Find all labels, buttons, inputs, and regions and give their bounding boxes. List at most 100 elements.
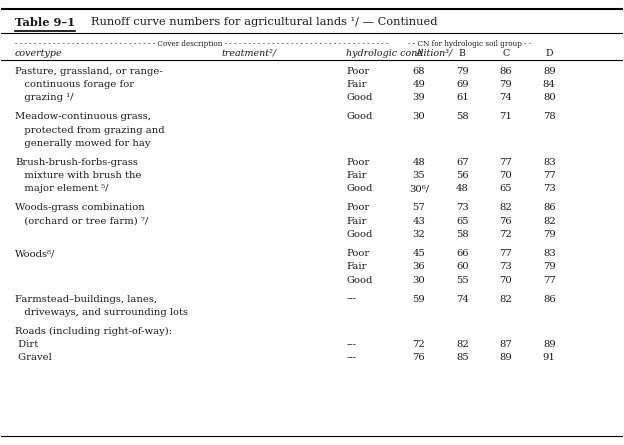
Text: - - CN for hydrologic soil group - -: - - CN for hydrologic soil group - -: [408, 40, 532, 48]
Text: 30: 30: [412, 113, 425, 121]
Text: Poor: Poor: [346, 249, 369, 258]
Text: Poor: Poor: [346, 158, 369, 167]
Text: 49: 49: [412, 80, 426, 89]
Text: 61: 61: [456, 93, 469, 102]
Text: Fair: Fair: [346, 262, 367, 271]
Text: 48: 48: [456, 185, 469, 194]
Text: 82: 82: [456, 340, 469, 349]
Text: Brush-brush-forbs-grass: Brush-brush-forbs-grass: [15, 158, 138, 167]
Text: 79: 79: [543, 230, 556, 239]
Text: 86: 86: [543, 203, 555, 212]
Text: 82: 82: [499, 203, 512, 212]
Text: Woods-grass combination: Woods-grass combination: [15, 203, 145, 212]
Text: 73: 73: [543, 185, 556, 194]
Text: 48: 48: [412, 158, 426, 167]
Text: hydrologic condition³/: hydrologic condition³/: [346, 49, 452, 58]
Text: Meadow-continuous grass,: Meadow-continuous grass,: [15, 113, 151, 121]
Text: 89: 89: [543, 67, 556, 76]
Text: 72: 72: [499, 230, 512, 239]
Text: major element ⁵/: major element ⁵/: [15, 185, 109, 194]
Text: A: A: [416, 49, 422, 58]
Text: 76: 76: [412, 353, 425, 362]
Text: B: B: [459, 49, 466, 58]
Text: 65: 65: [456, 217, 469, 226]
Text: driveways, and surrounding lots: driveways, and surrounding lots: [15, 308, 188, 317]
Text: 77: 77: [499, 158, 512, 167]
Text: 87: 87: [499, 340, 512, 349]
Text: C: C: [502, 49, 509, 58]
Text: 43: 43: [412, 217, 426, 226]
Text: 76: 76: [499, 217, 512, 226]
Text: 73: 73: [499, 262, 512, 271]
Text: Gravel: Gravel: [15, 353, 52, 362]
Text: 77: 77: [543, 275, 556, 284]
Text: Poor: Poor: [346, 203, 369, 212]
Text: 74: 74: [499, 93, 512, 102]
Text: Runoff curve numbers for agricultural lands ¹/ — Continued: Runoff curve numbers for agricultural la…: [92, 17, 438, 27]
Text: 57: 57: [412, 203, 425, 212]
Text: 70: 70: [499, 171, 512, 180]
Text: 36: 36: [412, 262, 425, 271]
Text: 82: 82: [543, 217, 556, 226]
Text: Fair: Fair: [346, 171, 367, 180]
Text: 56: 56: [456, 171, 469, 180]
Text: continuous forage for: continuous forage for: [15, 80, 134, 89]
Text: 89: 89: [543, 340, 556, 349]
Text: ---: ---: [346, 340, 356, 349]
Text: Dirt: Dirt: [15, 340, 38, 349]
Text: Farmstead–buildings, lanes,: Farmstead–buildings, lanes,: [15, 295, 157, 303]
Text: Roads (including right-of-way):: Roads (including right-of-way):: [15, 327, 172, 336]
Text: 59: 59: [412, 295, 425, 303]
Text: 80: 80: [543, 93, 556, 102]
Text: 82: 82: [499, 295, 512, 303]
Text: Table 9–1: Table 9–1: [15, 17, 75, 28]
Text: treatment²/: treatment²/: [222, 49, 277, 58]
Text: 84: 84: [543, 80, 556, 89]
Text: Good: Good: [346, 113, 373, 121]
Text: 72: 72: [412, 340, 425, 349]
Text: Good: Good: [346, 275, 373, 284]
Text: Pasture, grassland, or range-: Pasture, grassland, or range-: [15, 67, 163, 76]
Text: 39: 39: [412, 93, 425, 102]
Text: Fair: Fair: [346, 217, 367, 226]
Text: 89: 89: [499, 353, 512, 362]
Text: 85: 85: [456, 353, 469, 362]
Text: ---: ---: [346, 353, 356, 362]
Text: mixture with brush the: mixture with brush the: [15, 171, 142, 180]
Text: covertype: covertype: [15, 49, 62, 58]
Text: 70: 70: [499, 275, 512, 284]
Text: 30⁶/: 30⁶/: [409, 185, 429, 194]
Text: 55: 55: [456, 275, 469, 284]
Text: 78: 78: [543, 113, 556, 121]
Text: 86: 86: [543, 295, 555, 303]
Text: 73: 73: [456, 203, 469, 212]
Text: D: D: [545, 49, 553, 58]
Text: 74: 74: [456, 295, 469, 303]
Text: Woods⁸/: Woods⁸/: [15, 249, 56, 258]
Text: 68: 68: [412, 67, 425, 76]
Text: 58: 58: [456, 113, 469, 121]
Text: (orchard or tree farm) ⁷/: (orchard or tree farm) ⁷/: [15, 217, 149, 226]
Text: 69: 69: [456, 80, 469, 89]
Text: 60: 60: [456, 262, 469, 271]
Text: 79: 79: [456, 67, 469, 76]
Text: 79: 79: [543, 262, 556, 271]
Text: Good: Good: [346, 185, 373, 194]
Text: Fair: Fair: [346, 80, 367, 89]
Text: 83: 83: [543, 249, 556, 258]
Text: 83: 83: [543, 158, 556, 167]
Text: Good: Good: [346, 93, 373, 102]
Text: 32: 32: [412, 230, 425, 239]
Text: 71: 71: [499, 113, 512, 121]
Text: - - - - - - - - - - - - - - - - - - - - - - - - - - - - - - Cover description - : - - - - - - - - - - - - - - - - - - - - …: [15, 40, 389, 48]
Text: 77: 77: [543, 171, 556, 180]
Text: 91: 91: [543, 353, 556, 362]
Text: Good: Good: [346, 230, 373, 239]
Text: 35: 35: [412, 171, 425, 180]
Text: 77: 77: [499, 249, 512, 258]
Text: 30: 30: [412, 275, 425, 284]
Text: generally mowed for hay: generally mowed for hay: [15, 139, 150, 148]
Text: 45: 45: [412, 249, 426, 258]
Text: ---: ---: [346, 295, 356, 303]
Text: Poor: Poor: [346, 67, 369, 76]
